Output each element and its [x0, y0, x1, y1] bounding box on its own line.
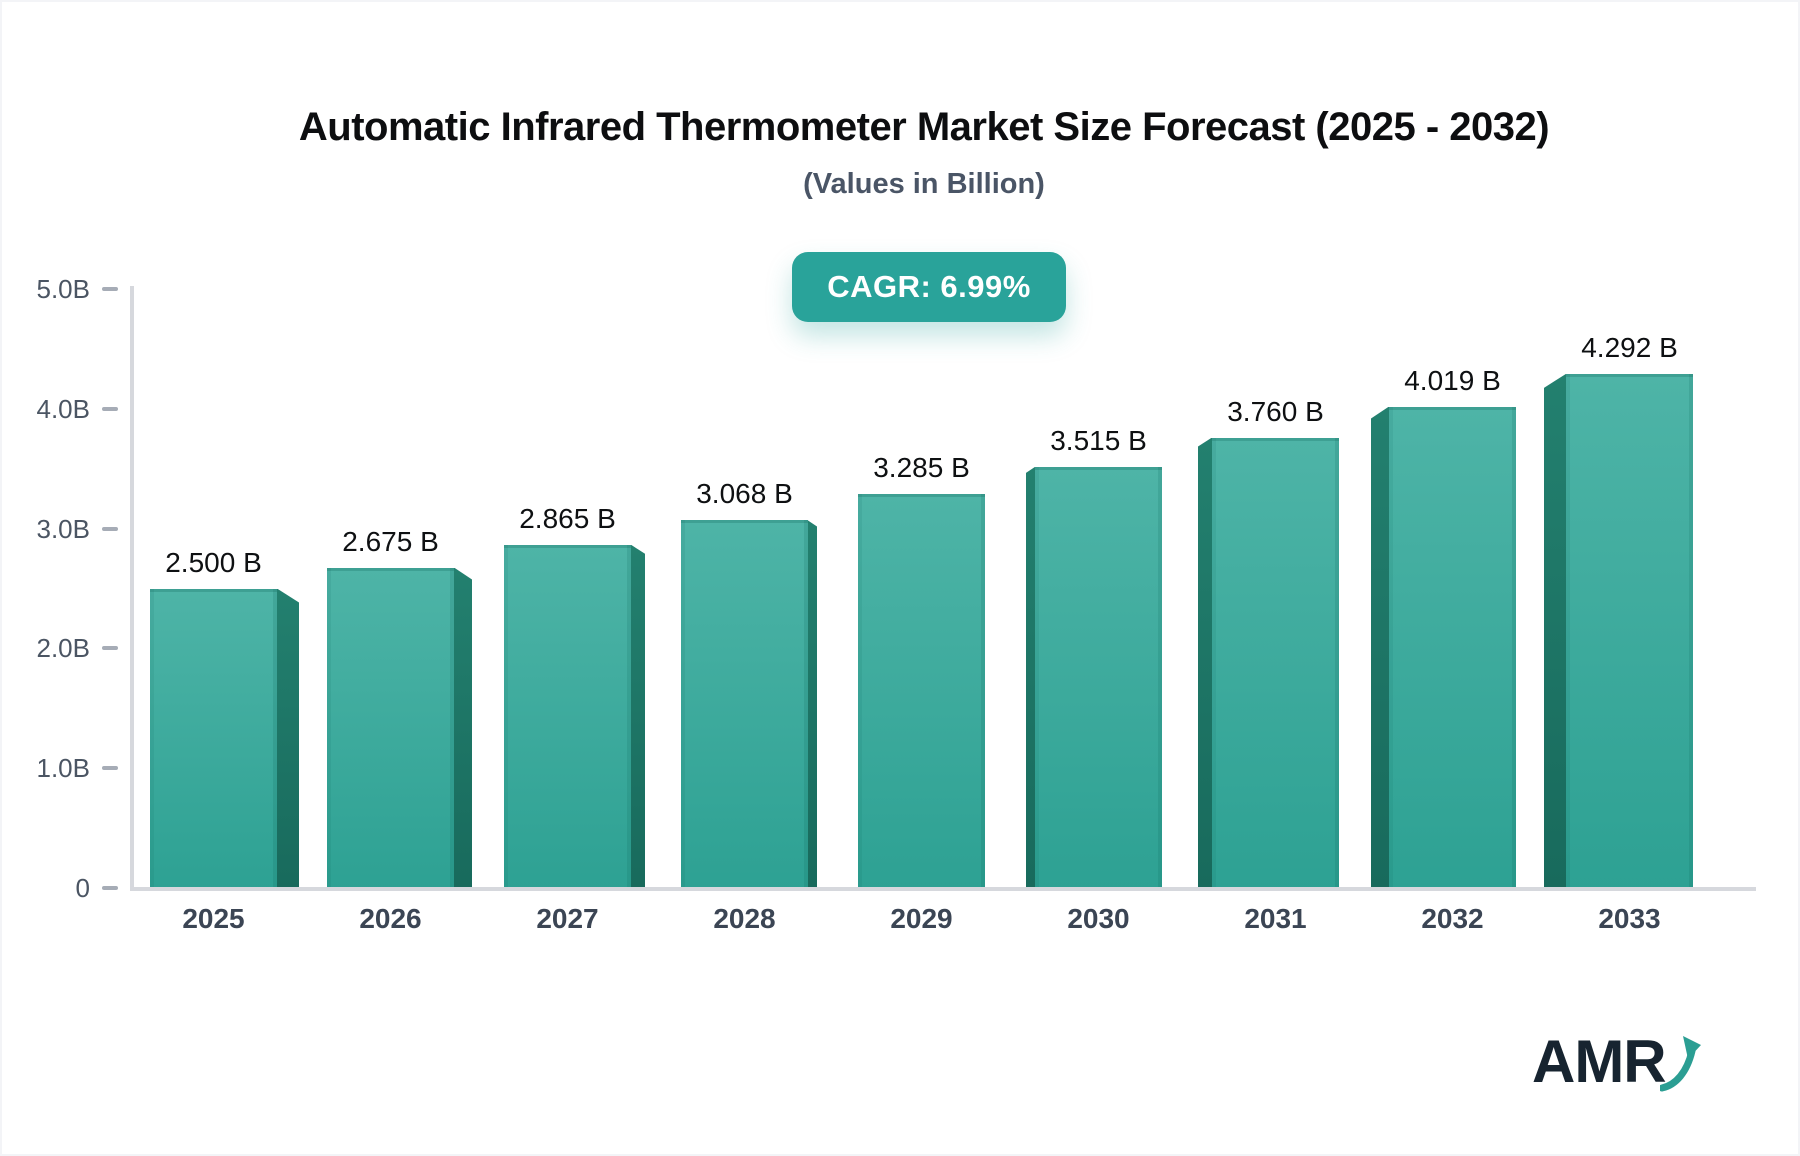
- bar-3d-side: [454, 567, 472, 891]
- trend-up-arrow-icon: [1659, 1036, 1701, 1092]
- bar: [1566, 373, 1693, 891]
- x-tick-label: 2026: [359, 903, 422, 934]
- bar-3d-side: [1026, 466, 1035, 891]
- bar-value-label: 3.068 B: [696, 478, 793, 510]
- bar: [327, 567, 454, 891]
- bar: [1389, 406, 1516, 891]
- y-tick-mark: [102, 287, 118, 291]
- bar-3d-side: [1544, 373, 1566, 891]
- y-tick-mark: [102, 526, 118, 531]
- chart-title: Automatic Infrared Thermometer Market Si…: [298, 105, 1550, 149]
- bar-value-label: 2.500 B: [165, 546, 262, 578]
- cagr-badge-label: CAGR: 6.99%: [827, 269, 1031, 304]
- x-axis-baseline: [130, 887, 1756, 891]
- amr-logo-text: AMR: [1532, 1028, 1667, 1095]
- bar-value-label: 3.515 B: [1050, 424, 1147, 456]
- y-tick-label: 2.0B: [36, 633, 91, 664]
- bar-value-label: 3.285 B: [873, 452, 970, 484]
- bar: [1212, 437, 1339, 891]
- y-tick-label: 0: [75, 873, 90, 903]
- bar-value-label: 2.865 B: [519, 502, 616, 534]
- bar-3d-side: [808, 520, 817, 891]
- y-tick-mark: [102, 406, 118, 411]
- x-tick-label: 2033: [1598, 903, 1661, 934]
- amr-logo: AMR: [1532, 1030, 1704, 1094]
- cagr-badge: CAGR: 6.99%: [792, 252, 1066, 322]
- y-tick-label: 4.0B: [36, 393, 91, 424]
- bar-3d-side: [1198, 437, 1212, 891]
- x-tick-label: 2032: [1421, 903, 1484, 934]
- y-tick-mark: [102, 886, 118, 890]
- y-tick-mark: [102, 766, 118, 771]
- bar-value-label: 4.019 B: [1404, 364, 1501, 396]
- x-tick-label: 2030: [1067, 903, 1130, 934]
- y-tick-label: 1.0B: [36, 753, 91, 784]
- bar: [150, 588, 277, 891]
- x-tick-label: 2027: [536, 903, 599, 934]
- bar-value-label: 4.292 B: [1581, 331, 1678, 363]
- bar: [858, 494, 985, 891]
- bar-3d-side: [277, 588, 299, 891]
- x-tick-label: 2025: [182, 903, 245, 934]
- bar: [681, 520, 808, 891]
- chart-subtitle: (Values in Billion): [803, 168, 1045, 200]
- bar-3d-side: [1371, 406, 1389, 891]
- y-tick-label: 5.0B: [36, 274, 91, 304]
- bar: [504, 544, 631, 891]
- bar: [1035, 466, 1162, 891]
- bar-value-label: 2.675 B: [342, 525, 439, 557]
- y-tick-mark: [102, 646, 118, 651]
- x-tick-label: 2031: [1244, 903, 1307, 934]
- bar-3d-side: [631, 544, 645, 891]
- y-tick-label: 3.0B: [36, 513, 91, 544]
- y-axis-line: [130, 286, 134, 891]
- x-tick-label: 2029: [890, 903, 953, 934]
- bar-value-label: 3.760 B: [1227, 395, 1324, 427]
- x-tick-label: 2028: [713, 903, 776, 934]
